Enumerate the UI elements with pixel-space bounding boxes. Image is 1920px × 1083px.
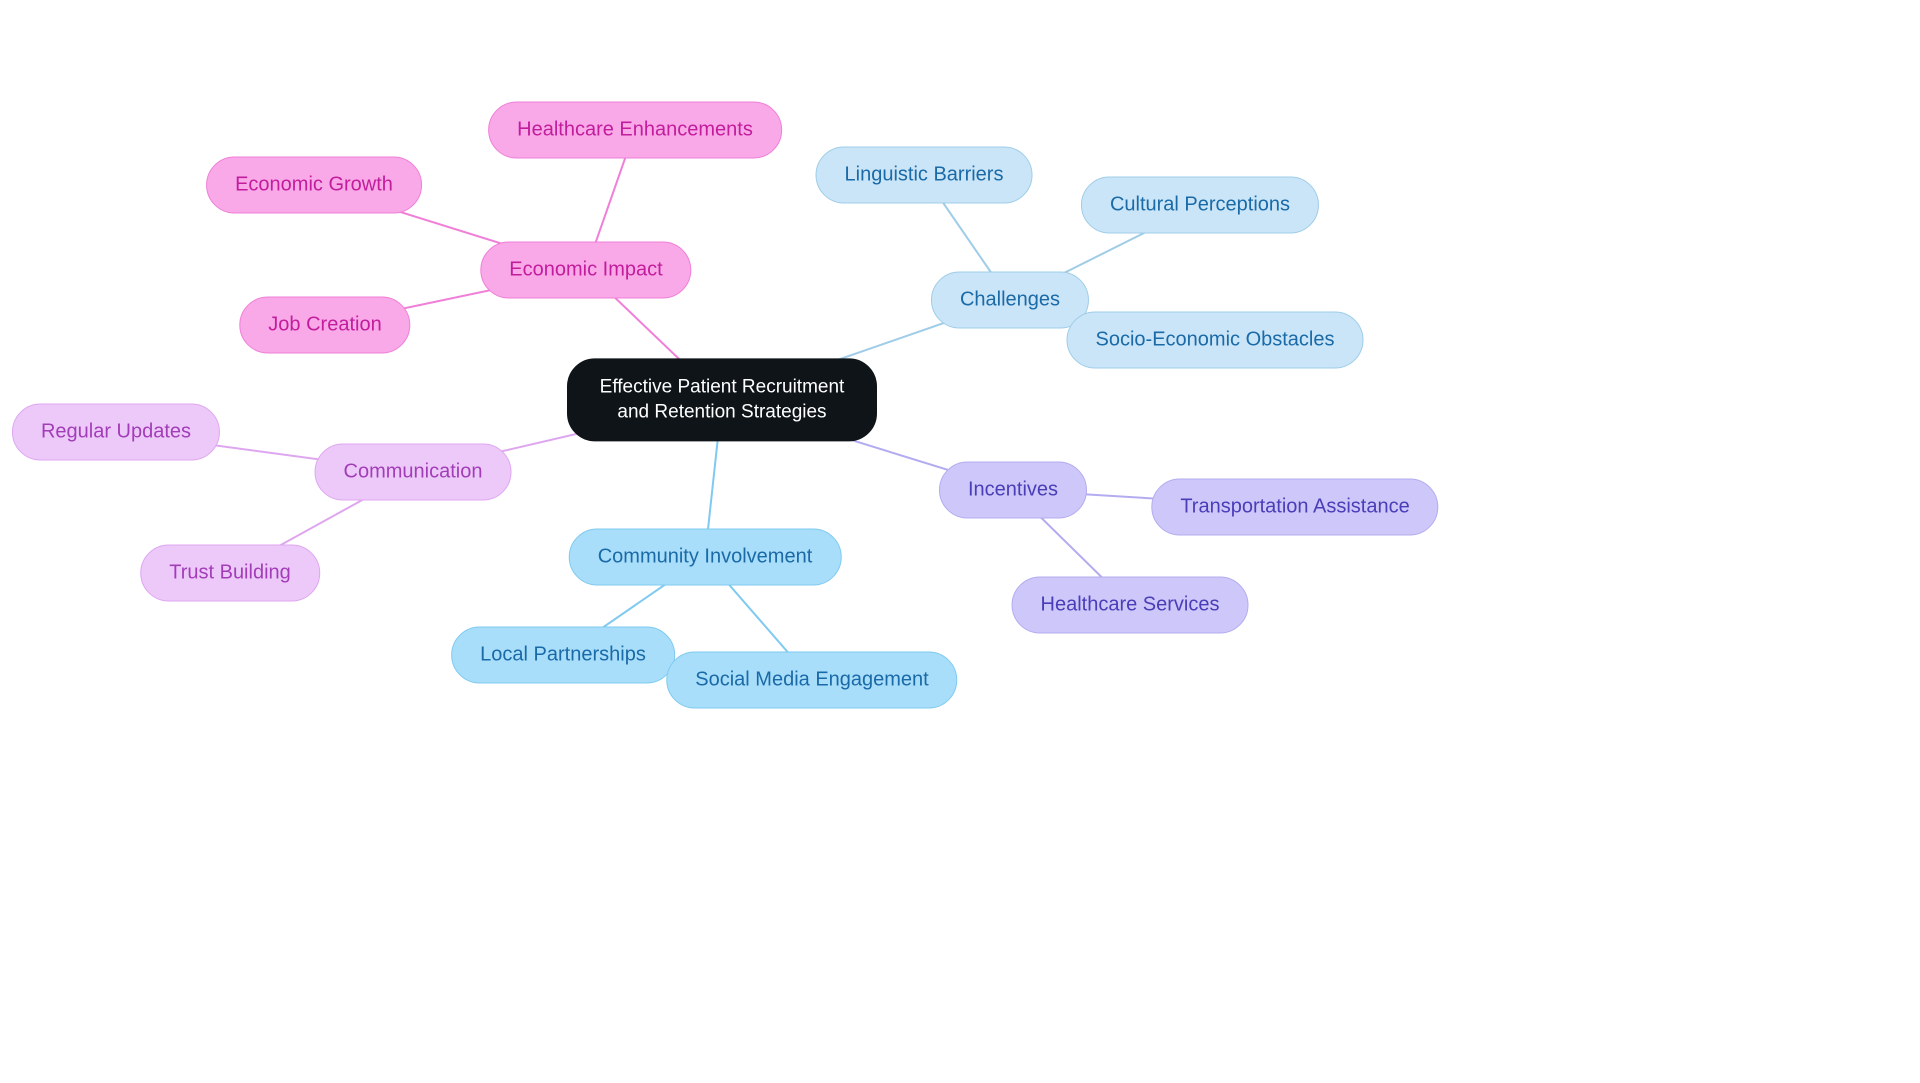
mindmap-node: Community Involvement xyxy=(569,529,842,586)
mindmap-node: Healthcare Services xyxy=(1012,577,1249,634)
mindmap-node: Local Partnerships xyxy=(451,627,675,684)
mindmap-node: Economic Growth xyxy=(206,157,422,214)
mindmap-node: Linguistic Barriers xyxy=(816,147,1033,204)
mindmap-node: Regular Updates xyxy=(12,404,220,461)
mindmap-node: Healthcare Enhancements xyxy=(488,102,782,159)
mindmap-node: Social Media Engagement xyxy=(666,652,957,709)
mindmap-node: Transportation Assistance xyxy=(1151,479,1438,536)
mindmap-node: Communication xyxy=(315,444,512,501)
mindmap-node: Challenges xyxy=(931,272,1089,329)
mindmap-node: Socio-Economic Obstacles xyxy=(1067,312,1364,369)
mindmap-node: Incentives xyxy=(939,462,1087,519)
mindmap-node: Job Creation xyxy=(239,297,410,354)
mindmap-node: Trust Building xyxy=(140,545,320,602)
mindmap-node: Cultural Perceptions xyxy=(1081,177,1319,234)
mindmap-node: Effective Patient Recruitment and Retent… xyxy=(567,358,877,441)
mindmap-node: Economic Impact xyxy=(480,242,691,299)
